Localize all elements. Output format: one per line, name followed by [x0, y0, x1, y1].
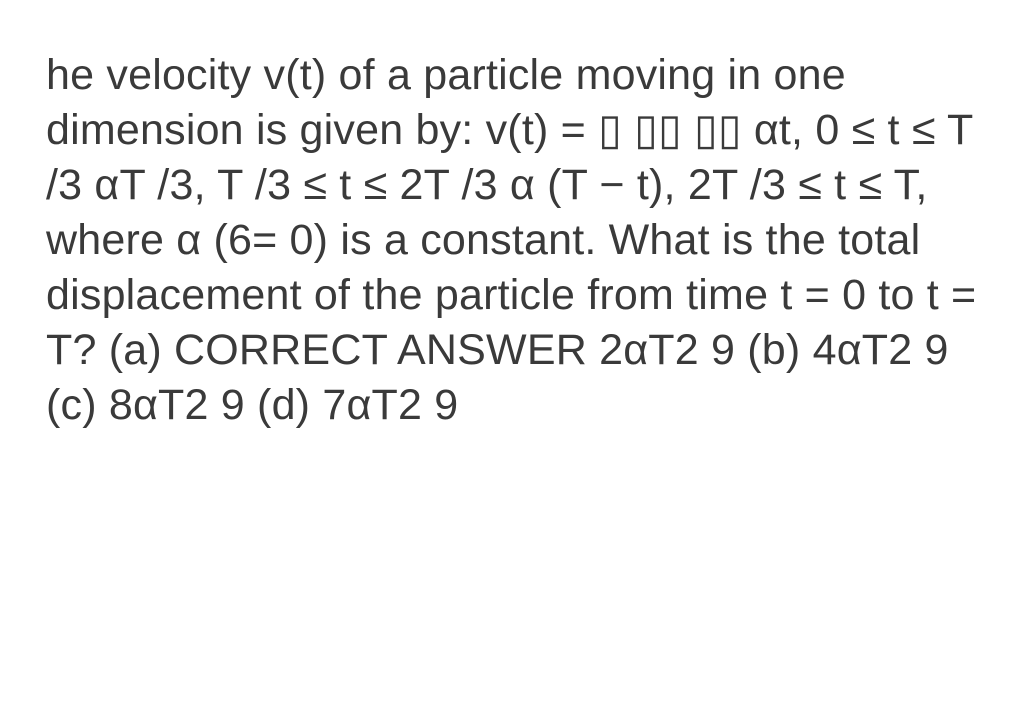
question-page: he velocity v(t) of a particle moving in… [0, 0, 1024, 720]
question-text: he velocity v(t) of a particle moving in… [46, 48, 978, 433]
